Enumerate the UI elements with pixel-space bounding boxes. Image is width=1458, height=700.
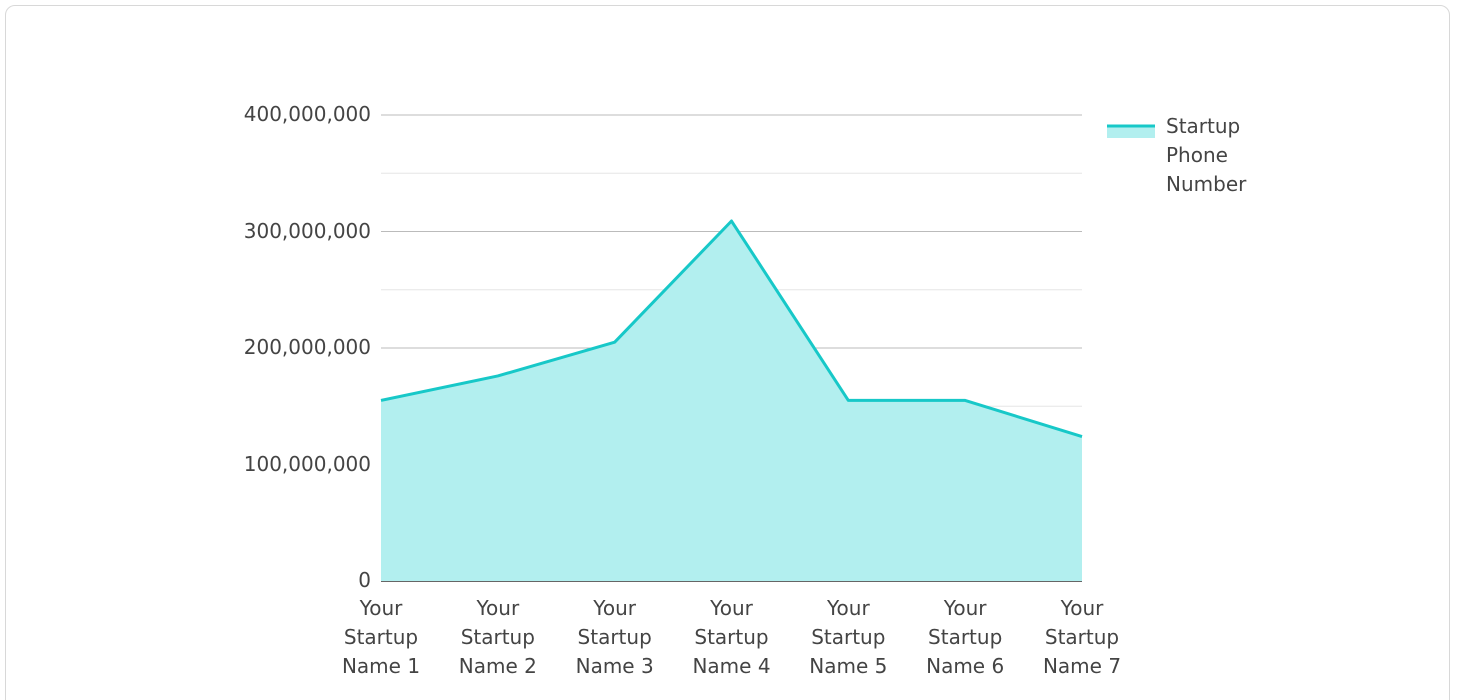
x-tick-label: Your Startup Name 5 xyxy=(809,596,888,678)
y-tick-label: 300,000,000 xyxy=(243,218,371,243)
legend-label: Startup Phone Number xyxy=(1166,114,1247,196)
area-line xyxy=(380,219,1083,438)
legend-swatch xyxy=(1107,126,1155,138)
x-tick-label: Your Startup Name 6 xyxy=(926,596,1005,678)
y-tick-label: 0 xyxy=(358,568,371,592)
y-tick-label: 100,000,000 xyxy=(243,451,371,476)
x-tick-label: Your Startup Name 7 xyxy=(1042,596,1122,678)
y-tick-label: 400,000,000 xyxy=(243,102,371,126)
x-tick-label: Your Startup Name 4 xyxy=(692,596,771,678)
x-tick-label: Your Startup Name 2 xyxy=(458,596,537,678)
y-tick-label: 200,000,000 xyxy=(243,335,371,359)
card xyxy=(5,5,1450,700)
area-fill xyxy=(381,221,1082,581)
x-tick-label: Your Startup Name 1 xyxy=(341,596,421,678)
x-tick-label: Your Startup Name 3 xyxy=(575,596,654,678)
